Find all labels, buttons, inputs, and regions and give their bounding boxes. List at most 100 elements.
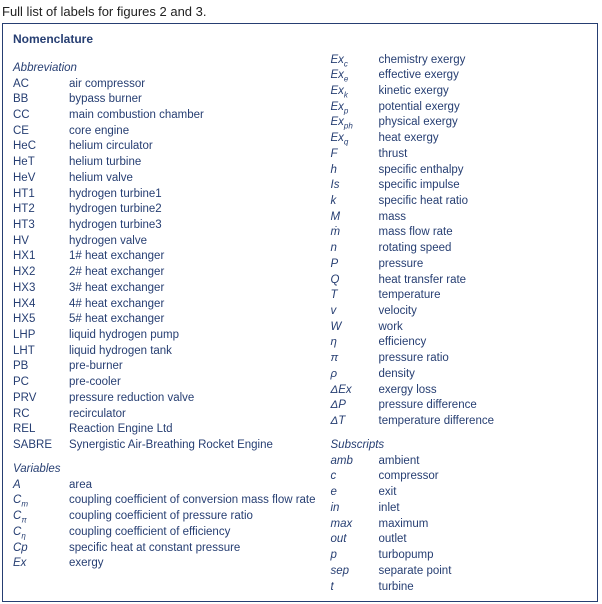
symbol-cell: n (331, 241, 379, 257)
definition-cell: temperature difference (379, 414, 588, 430)
symbol-cell: Cm (13, 493, 69, 509)
table-row: BBbypass burner (13, 92, 327, 108)
definition-cell: 4# heat exchanger (69, 296, 327, 312)
table-row: Wwork (331, 319, 588, 335)
table-row: Exkkinetic exergy (331, 83, 588, 99)
symbol-cell: v (331, 304, 379, 320)
subscripts-heading: Subscripts (331, 439, 588, 451)
symbol-cell: HX3 (13, 280, 69, 296)
definition-cell: ambient (379, 453, 588, 469)
table-row: HVhydrogen valve (13, 233, 327, 249)
subscripts-table: ambambientccompressoreexitininletmaxmaxi… (331, 453, 588, 594)
table-row: ACair compressor (13, 76, 327, 92)
definition-cell: pressure reduction valve (69, 390, 327, 406)
table-row: Exexergy (13, 556, 327, 572)
table-row: kspecific heat ratio (331, 193, 588, 209)
table-row: HT1hydrogen turbine1 (13, 186, 327, 202)
table-row: HX11# heat exchanger (13, 249, 327, 265)
table-row: Qheat transfer rate (331, 272, 588, 288)
table-row: RELReaction Engine Ltd (13, 422, 327, 438)
definition-cell: pre-burner (69, 359, 327, 375)
table-row: Cmcoupling coefficient of conversion mas… (13, 493, 327, 509)
table-row: nrotating speed (331, 241, 588, 257)
symbol-cell: max (331, 516, 379, 532)
definition-cell: exit (379, 485, 588, 501)
symbol-cell: Cπ (13, 509, 69, 525)
definition-cell: hydrogen turbine2 (69, 202, 327, 218)
table-row: Exphphysical exergy (331, 115, 588, 131)
symbol-cell: sep (331, 563, 379, 579)
table-row: HeThelium turbine (13, 155, 327, 171)
table-row: ΔTtemperature difference (331, 414, 588, 430)
symbol-cell: Exq (331, 131, 379, 147)
definition-cell: helium valve (69, 170, 327, 186)
symbol-cell: Exph (331, 115, 379, 131)
definition-cell: rotating speed (379, 241, 588, 257)
symbol-cell: P (331, 256, 379, 272)
variables-right-table: Excchemistry exergyExeeffective exergyEx… (331, 52, 588, 429)
definition-cell: area (69, 477, 327, 493)
symbol-cell: HT1 (13, 186, 69, 202)
definition-cell: physical exergy (379, 115, 588, 131)
table-row: ρdensity (331, 366, 588, 382)
table-row: RCrecirculator (13, 406, 327, 422)
variables-left-table: AareaCmcoupling coefficient of conversio… (13, 477, 327, 571)
symbol-cell: amb (331, 453, 379, 469)
symbol-cell: k (331, 193, 379, 209)
table-row: sepseparate point (331, 563, 588, 579)
symbol-cell: SABRE (13, 438, 69, 454)
table-row: maxmaximum (331, 516, 588, 532)
symbol-cell: HX1 (13, 249, 69, 265)
definition-cell: pre-cooler (69, 375, 327, 391)
symbol-cell: LHT (13, 343, 69, 359)
table-row: LHTliquid hydrogen tank (13, 343, 327, 359)
definition-cell: liquid hydrogen pump (69, 328, 327, 344)
symbol-cell: M (331, 209, 379, 225)
table-row: ininlet (331, 500, 588, 516)
symbol-cell: ΔP (331, 398, 379, 414)
symbol-cell: π (331, 351, 379, 367)
symbol-cell: PC (13, 375, 69, 391)
symbol-cell: Is (331, 178, 379, 194)
table-row: Exeeffective exergy (331, 68, 588, 84)
symbol-cell: HT2 (13, 202, 69, 218)
definition-cell: hydrogen valve (69, 233, 327, 249)
table-row: Excchemistry exergy (331, 52, 588, 68)
definition-cell: helium turbine (69, 155, 327, 171)
table-row: HX55# heat exchanger (13, 312, 327, 328)
symbol-cell: HeT (13, 155, 69, 171)
table-row: HX22# heat exchanger (13, 265, 327, 281)
symbol-cell: W (331, 319, 379, 335)
symbol-cell: Exc (331, 52, 379, 68)
definition-cell: Synergistic Air-Breathing Rocket Engine (69, 438, 327, 454)
definition-cell: coupling coefficient of efficiency (69, 524, 327, 540)
table-row: HT3hydrogen turbine3 (13, 217, 327, 233)
definition-cell: air compressor (69, 76, 327, 92)
table-row: Exqheat exergy (331, 131, 588, 147)
definition-cell: 2# heat exchanger (69, 265, 327, 281)
symbol-cell: Cp (13, 540, 69, 556)
definition-cell: bypass burner (69, 92, 327, 108)
definition-cell: temperature (379, 288, 588, 304)
table-row: CEcore engine (13, 123, 327, 139)
symbol-cell: ΔT (331, 414, 379, 430)
definition-cell: effective exergy (379, 68, 588, 84)
table-row: ṁmass flow rate (331, 225, 588, 241)
symbol-cell: ρ (331, 366, 379, 382)
table-row: HX33# heat exchanger (13, 280, 327, 296)
symbol-cell: p (331, 548, 379, 564)
symbol-cell: in (331, 500, 379, 516)
right-column: Excchemistry exergyExeeffective exergyEx… (327, 52, 588, 595)
symbol-cell: out (331, 532, 379, 548)
table-row: outoutlet (331, 532, 588, 548)
definition-cell: hydrogen turbine3 (69, 217, 327, 233)
definition-cell: 5# heat exchanger (69, 312, 327, 328)
definition-cell: pressure ratio (379, 351, 588, 367)
table-row: Aarea (13, 477, 327, 493)
symbol-cell: A (13, 477, 69, 493)
symbol-cell: CC (13, 107, 69, 123)
table-row: HeVhelium valve (13, 170, 327, 186)
definition-cell: heat transfer rate (379, 272, 588, 288)
definition-cell: compressor (379, 469, 588, 485)
symbol-cell: e (331, 485, 379, 501)
